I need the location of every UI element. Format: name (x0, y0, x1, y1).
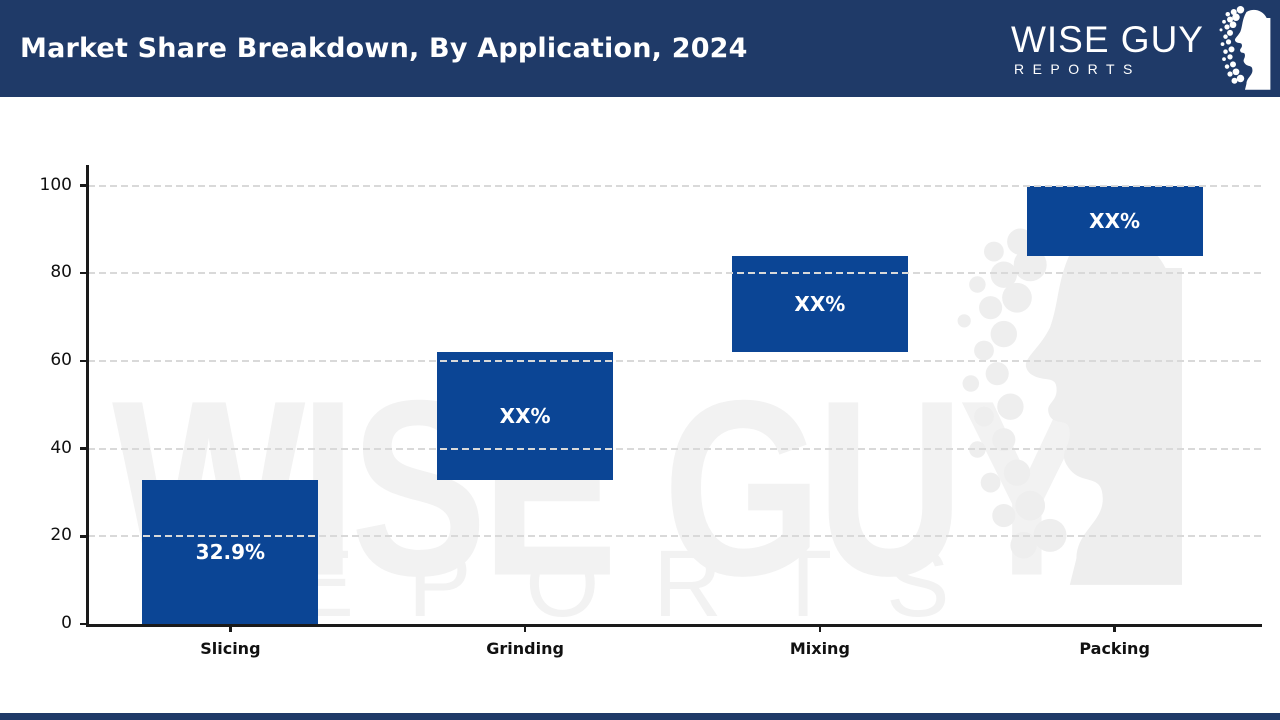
brand-logo-text: WISE GUY REPORTS (1011, 21, 1204, 76)
page-title: Market Share Breakdown, By Application, … (20, 33, 748, 64)
y-axis-tick-label-20: 20 (50, 525, 72, 546)
y-axis-tick-label-80: 80 (50, 262, 72, 283)
y-axis-tick-60 (80, 359, 88, 363)
y-axis-line (86, 165, 89, 627)
x-axis-tick-mixing (818, 624, 822, 632)
y-axis-tick-100 (80, 184, 88, 187)
x-axis-tick-grinding (523, 624, 527, 632)
bar-slicing: 32.9% (142, 479, 319, 624)
y-axis-tick-0 (80, 622, 88, 626)
x-axis-label-mixing: Mixing (789, 639, 850, 658)
bar-value-label: XX% (794, 291, 846, 316)
x-axis-line (86, 624, 1262, 627)
y-axis-tick-label-40: 40 (50, 437, 72, 458)
brand-logo: WISE GUY REPORTS (1011, 0, 1276, 97)
header-bar: Market Share Breakdown, By Application, … (0, 0, 1280, 97)
x-axis-label-packing: Packing (1079, 639, 1150, 658)
y-axis-tick-80 (80, 271, 88, 275)
bar-packing: XX% (1026, 185, 1203, 256)
x-axis-tick-packing (1113, 624, 1116, 632)
x-axis-label-grinding: Grinding (486, 639, 564, 658)
y-axis-tick-label-100: 100 (39, 174, 72, 195)
gridline-40 (88, 447, 1262, 450)
y-axis-tick-40 (80, 447, 88, 450)
gridline-80 (88, 272, 1262, 275)
x-axis-tick-slicing (229, 624, 232, 632)
bar-value-label: 32.9% (195, 539, 266, 564)
market-share-chart: WISE GUY REPORTS 0 20 40 60 80 100 32.9% Slicin… (0, 97, 1280, 713)
gridline-100 (88, 184, 1262, 187)
footer-bar (0, 713, 1280, 720)
y-axis-tick-20 (80, 535, 88, 538)
bar-mixing: XX% (731, 255, 908, 353)
brand-name: WISE GUY (1010, 19, 1204, 60)
bar-value-label: XX% (1089, 208, 1141, 233)
bar-value-label: XX% (499, 403, 551, 428)
dotted-face-icon (1219, 5, 1271, 90)
x-axis-label-slicing: Slicing (200, 639, 261, 658)
bar-grinding: XX% (437, 352, 614, 480)
y-axis-tick-label-0: 0 (61, 613, 72, 633)
y-axis-tick-label-60: 60 (50, 349, 72, 370)
gridline-20 (88, 535, 1262, 538)
gridline-60 (88, 359, 1262, 362)
brand-subtitle: REPORTS (1013, 61, 1141, 77)
